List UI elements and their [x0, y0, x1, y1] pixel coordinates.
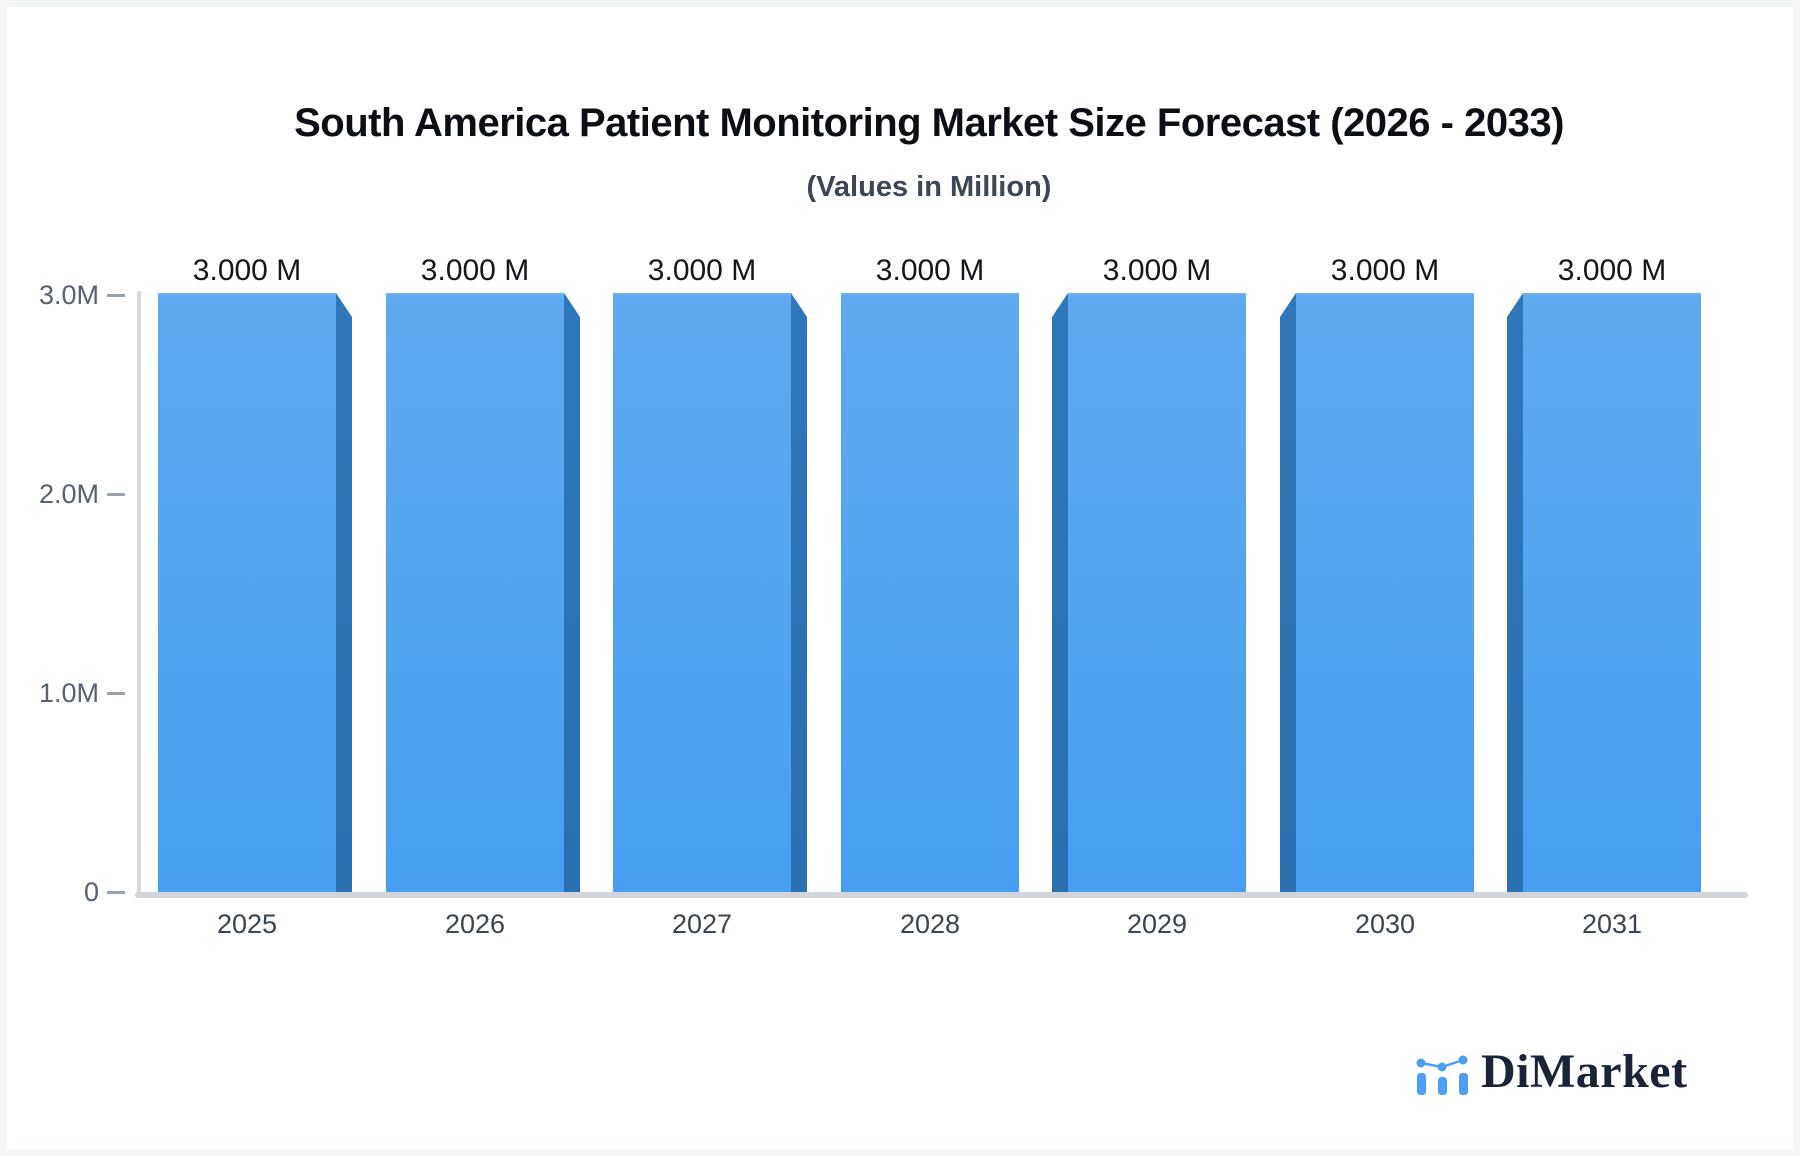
chart-title: South America Patient Monitoring Market …	[294, 101, 1564, 145]
bar-2030[interactable]	[1296, 293, 1474, 892]
bar-2027[interactable]	[613, 293, 791, 892]
bar-2025[interactable]	[158, 293, 336, 892]
bar-2026[interactable]	[386, 293, 564, 892]
bar-2029-side	[1052, 293, 1068, 892]
bar-2027-side	[791, 293, 807, 892]
bar-value-label-2028: 3.000 M	[875, 254, 985, 287]
y-axis-line	[137, 291, 141, 893]
x-axis-label-2026: 2026	[444, 909, 506, 939]
bar-2029[interactable]	[1068, 293, 1246, 892]
x-axis-label-2031: 2031	[1581, 909, 1643, 939]
y-axis-tick-label-1m: 1.0M	[38, 678, 99, 708]
chart-subtitle: (Values in Million)	[806, 171, 1052, 203]
bar-value-label-2025: 3.000 M	[192, 254, 302, 287]
dimarket-logo: DiMarket	[1413, 1047, 1688, 1097]
x-axis-label-2027: 2027	[671, 909, 733, 939]
logo-text: DiMarket	[1481, 1045, 1688, 1098]
y-tick-dash	[107, 891, 125, 894]
x-axis-line	[135, 892, 1748, 898]
x-axis-label-2025: 2025	[216, 909, 278, 939]
x-axis-label-2028: 2028	[899, 909, 961, 939]
bar-value-label-2029: 3.000 M	[1102, 254, 1212, 287]
y-tick-dash	[107, 493, 125, 496]
bar-chart-with-trend-line-icon	[1413, 1049, 1469, 1097]
x-axis-label-2030: 2030	[1354, 909, 1416, 939]
bar-2028[interactable]	[841, 293, 1019, 892]
chart-card: South America Patient Monitoring Market …	[7, 7, 1793, 1149]
bar-2031-side	[1507, 293, 1523, 892]
y-tick-dash	[107, 294, 125, 297]
y-axis-tick-label-0: 0	[83, 877, 99, 907]
y-axis-tick-label-2m: 2.0M	[38, 479, 99, 509]
bar-2026-side	[564, 293, 580, 892]
bar-2031[interactable]	[1523, 293, 1701, 892]
bar-2025-side	[336, 293, 352, 892]
bar-value-label-2026: 3.000 M	[420, 254, 530, 287]
y-tick-dash	[107, 692, 125, 695]
bar-2030-side	[1280, 293, 1296, 892]
x-axis-label-2029: 2029	[1126, 909, 1188, 939]
bar-value-label-2030: 3.000 M	[1330, 254, 1440, 287]
bar-value-label-2031: 3.000 M	[1557, 254, 1667, 287]
bar-value-label-2027: 3.000 M	[647, 254, 757, 287]
y-axis-tick-label-3m: 3.0M	[38, 280, 99, 310]
